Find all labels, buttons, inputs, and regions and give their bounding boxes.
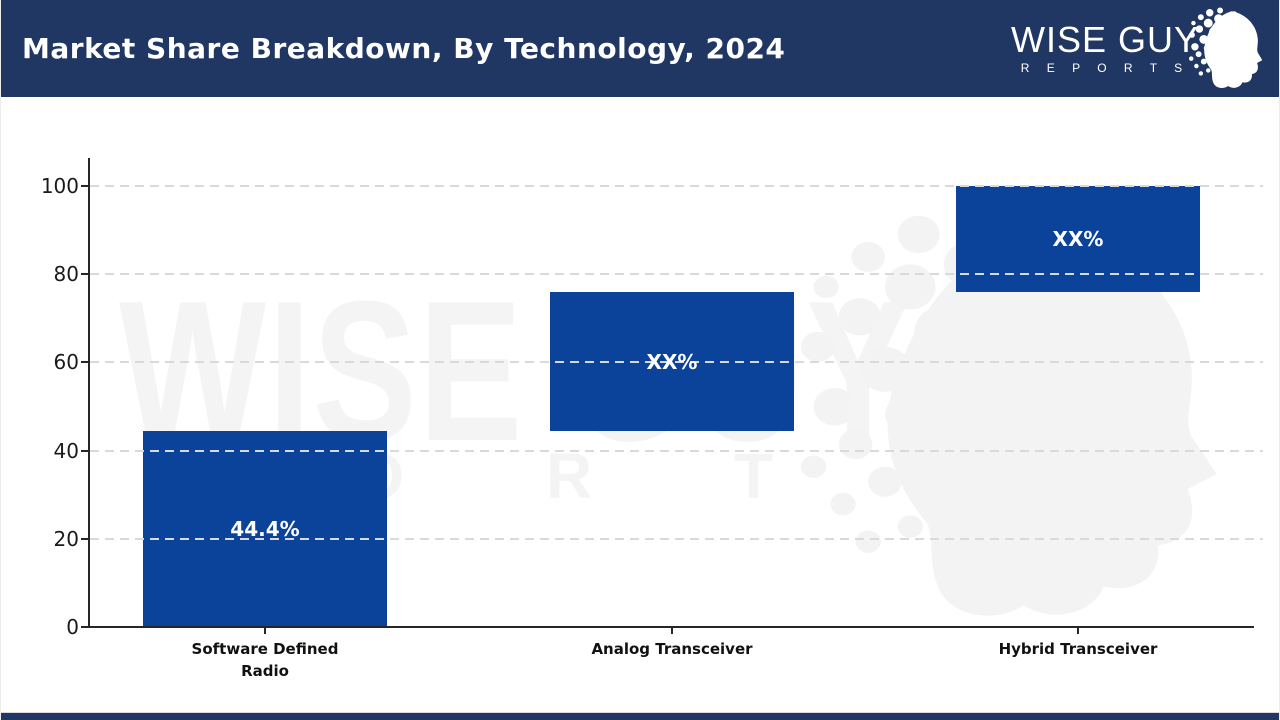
bar-value-label: XX% [646, 349, 698, 374]
header-bar: Market Share Breakdown, By Technology, 2… [1, 0, 1279, 97]
y-tick-mark-0 [81, 626, 89, 628]
gridline-100 [90, 185, 1263, 187]
footer-bar [1, 712, 1279, 720]
y-tick-mark-20 [81, 537, 89, 540]
y-tick-label-20: 20 [53, 526, 79, 551]
y-tick-mark-60 [81, 361, 89, 364]
logo-subtext: R E P O R T S [1020, 61, 1190, 75]
x-tick-mark [264, 628, 266, 634]
chart-title: Market Share Breakdown, By Technology, 2… [22, 32, 786, 65]
y-tick-label-60: 60 [53, 350, 79, 375]
bar-segment [143, 431, 387, 627]
y-tick-label-40: 40 [53, 438, 79, 463]
y-tick-mark-100 [81, 185, 89, 187]
gridline-40 [90, 449, 1263, 452]
y-axis-line [88, 158, 90, 628]
wiseguy-logo: WISE GUY R E P O R T S [1011, 7, 1263, 91]
gridline-20 [90, 537, 1263, 540]
y-tick-label-0: 0 [66, 615, 79, 639]
logo-text: WISE GUY R E P O R T S [1010, 19, 1199, 76]
logo-wordmark: WISE GUY [1010, 19, 1199, 60]
x-axis-line [88, 626, 1254, 628]
x-category-label: Analog Transceiver [591, 640, 753, 658]
bar-value-label: 44.4% [230, 517, 300, 542]
gridline-60 [90, 361, 1263, 364]
y-tick-mark-40 [81, 449, 89, 452]
y-tick-label-80: 80 [53, 262, 79, 287]
y-tick-mark-80 [81, 273, 89, 276]
x-category-label: Software Defined Radio [191, 640, 339, 680]
x-category-label: Hybrid Transceiver [998, 640, 1158, 658]
bar-value-label: XX% [1052, 226, 1104, 251]
x-tick-mark [1077, 628, 1079, 634]
gridline-80 [90, 273, 1263, 276]
x-tick-mark [671, 628, 673, 634]
logo-head-icon [1189, 7, 1263, 88]
y-tick-label-100: 100 [40, 174, 79, 198]
